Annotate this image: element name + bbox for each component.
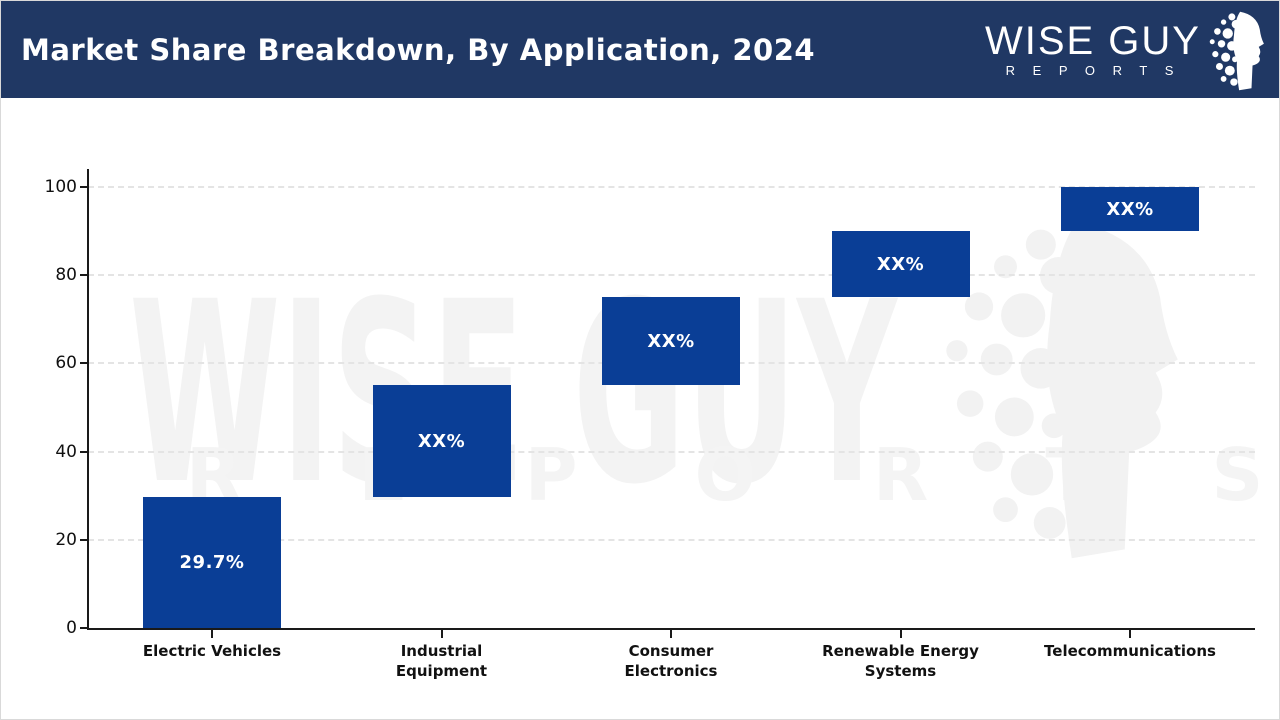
bar-telecommunications: XX% xyxy=(1061,187,1199,232)
bar-industrial-equipment: XX% xyxy=(372,385,511,497)
y-axis-tick-label: 60 xyxy=(55,353,77,374)
brand-name: WISE GUY xyxy=(984,19,1201,63)
bar-value-label: XX% xyxy=(1106,198,1154,220)
watermark-text-wiseguy: WISE GUY xyxy=(129,248,897,539)
y-axis-tick-mark xyxy=(80,186,88,188)
y-axis-tick-label: 100 xyxy=(44,177,77,197)
x-axis-tick-mark xyxy=(670,630,672,638)
y-axis-tick-mark xyxy=(80,627,88,629)
x-axis-tick-mark xyxy=(899,630,902,638)
x-axis-line xyxy=(87,628,1255,630)
y-axis-tick-label: 0 xyxy=(66,618,77,638)
x-axis-category-label: Consumer Electronics xyxy=(624,642,718,680)
page-title: Market Share Breakdown, By Application, … xyxy=(21,32,816,67)
brand-logo: WISE GUY R E P O R T S xyxy=(985,8,1267,92)
x-axis-category-label: Electric Vehicles xyxy=(142,642,282,660)
bar-value-label: 29.7% xyxy=(179,552,245,573)
bar-value-label: XX% xyxy=(417,430,466,452)
y-axis-line xyxy=(87,169,89,630)
y-axis-tick-label: 80 xyxy=(55,265,77,286)
y-axis-tick-mark xyxy=(80,538,88,541)
bar-renewable-energy-systems: XX% xyxy=(831,231,970,298)
gridline-y20 xyxy=(88,538,1255,541)
y-axis-tick-mark xyxy=(80,362,88,365)
gridline-y40 xyxy=(88,450,1255,453)
x-axis-tick-mark xyxy=(1129,630,1131,638)
x-axis-category-label: Renewable Energy Systems xyxy=(822,642,979,680)
gridline-y80 xyxy=(88,274,1255,277)
gridline-y100 xyxy=(88,186,1255,188)
bar-value-label: XX% xyxy=(876,253,925,275)
brand-subtitle: R E P O R T S xyxy=(1005,63,1181,78)
x-axis-category-label: Industrial Equipment xyxy=(395,642,488,680)
bar-electric-vehicles: 29.7% xyxy=(143,497,281,628)
x-axis-category-label: Telecommunications xyxy=(1044,642,1216,660)
x-axis-tick-mark xyxy=(440,630,443,638)
y-axis-tick-label: 40 xyxy=(55,441,77,462)
header-bar: Market Share Breakdown, By Application, … xyxy=(1,1,1279,98)
watermark-dotted-head-icon xyxy=(946,222,1178,559)
y-axis-tick-mark xyxy=(80,450,88,453)
bar-value-label: XX% xyxy=(647,330,695,352)
y-axis-tick-label: 20 xyxy=(55,529,77,550)
y-axis-tick-mark xyxy=(80,274,88,277)
brand-logo-text: WISE GUY R E P O R T S xyxy=(985,21,1201,78)
bar-consumer-electronics: XX% xyxy=(602,297,740,386)
brand-dotted-head-icon xyxy=(1209,11,1264,90)
x-axis-tick-mark xyxy=(211,630,213,638)
